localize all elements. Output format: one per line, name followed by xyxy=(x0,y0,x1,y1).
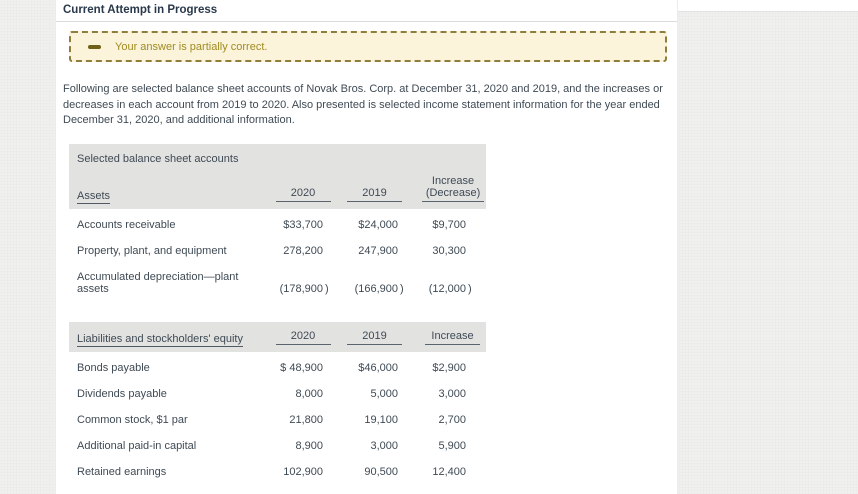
paren-2019 xyxy=(398,381,412,407)
value-2019: $46,000 xyxy=(358,361,398,374)
value-2020: $ 48,900 xyxy=(280,361,323,374)
col-2020-header: 2020 xyxy=(269,166,337,209)
paren-increase xyxy=(466,352,486,381)
value-2020: 8,000 xyxy=(295,387,323,400)
row-label: Dividends payable xyxy=(77,387,167,400)
dash-icon xyxy=(88,44,101,49)
value-increase: (12,000 xyxy=(428,282,466,295)
table-row: Additional paid-in capital 8,900 3,000 5… xyxy=(69,433,486,459)
row-label: Common stock, $1 par xyxy=(77,413,188,426)
row-label: Retained earnings xyxy=(77,465,167,478)
column-header-row: Assets 2020 2019 Increase (Decrease) xyxy=(69,166,487,209)
paren-2020 xyxy=(323,459,337,485)
paren-2019 xyxy=(398,407,412,433)
value-increase: 3,000 xyxy=(438,387,466,400)
value-2019: 5,000 xyxy=(370,387,398,400)
paren-increase xyxy=(466,238,486,264)
value-increase: $9,700 xyxy=(432,218,466,231)
value-2019: 247,900 xyxy=(358,244,398,257)
table-row: Accounts receivable $33,700 $24,000 $9,7… xyxy=(69,209,486,238)
assets-header: Assets xyxy=(69,166,269,209)
value-2019: (166,900 xyxy=(354,282,398,295)
paren-2019 xyxy=(398,352,412,381)
liabilities-header: Liabilities and stockholders' equity xyxy=(69,321,269,352)
alert-message: Your answer is partially correct. xyxy=(115,40,268,53)
value-increase: 30,300 xyxy=(432,244,466,257)
col-increase-header: Increase xyxy=(412,321,486,352)
table-row: Bonds payable $ 48,900 $46,000 $2,900 xyxy=(69,352,486,381)
row-label: Accounts receivable xyxy=(77,218,176,231)
table-caption-row: Selected balance sheet accounts xyxy=(69,143,487,167)
table-row: Accumulated depreciation—plant assets (1… xyxy=(69,264,486,302)
paren-2020 xyxy=(323,352,337,381)
paren-2019 xyxy=(398,238,412,264)
value-increase: $2,900 xyxy=(432,361,466,374)
paren-2020 xyxy=(323,407,337,433)
paren-2020 xyxy=(323,238,337,264)
value-increase: 5,900 xyxy=(438,439,466,452)
row-label: Bonds payable xyxy=(77,361,150,374)
value-increase: 12,400 xyxy=(432,465,466,478)
liabilities-equity-table: Liabilities and stockholders' equity 202… xyxy=(69,321,486,485)
table-row: Dividends payable 8,000 5,000 3,000 xyxy=(69,381,486,407)
paren-2019 xyxy=(398,433,412,459)
paren-2019 xyxy=(398,209,412,238)
value-2020: 8,900 xyxy=(295,439,323,452)
col-increase-decrease-header: Increase (Decrease) xyxy=(412,166,487,209)
paren-increase xyxy=(466,459,486,485)
col-2019-header: 2019 xyxy=(337,321,412,352)
paren-increase: ) xyxy=(468,282,472,295)
paren-increase xyxy=(466,381,486,407)
table-row: Retained earnings 102,900 90,500 12,400 xyxy=(69,459,486,485)
value-2019: $24,000 xyxy=(358,218,398,231)
column-header-row: Liabilities and stockholders' equity 202… xyxy=(69,321,486,352)
row-label: Accumulated depreciation—plant assets xyxy=(77,270,239,295)
content-panel: Current Attempt in Progress Your answer … xyxy=(55,0,678,494)
table-row: Property, plant, and equipment 278,200 2… xyxy=(69,238,486,264)
row-label: Property, plant, and equipment xyxy=(77,244,227,257)
table-caption: Selected balance sheet accounts xyxy=(69,143,487,167)
paren-increase xyxy=(466,209,486,238)
partial-correct-banner: Your answer is partially correct. xyxy=(69,31,667,62)
value-2020: 278,200 xyxy=(283,244,323,257)
paren-2020 xyxy=(323,381,337,407)
balance-sheet-assets-table: Selected balance sheet accounts Assets 2… xyxy=(69,143,487,302)
value-increase: 2,700 xyxy=(438,413,466,426)
paren-increase xyxy=(466,407,486,433)
value-2020: 21,800 xyxy=(289,413,323,426)
value-2019: 3,000 xyxy=(370,439,398,452)
col-2019-header: 2019 xyxy=(337,166,412,209)
paren-2019: ) xyxy=(400,282,404,295)
paren-increase xyxy=(466,433,486,459)
col-2020-header: 2020 xyxy=(269,321,337,352)
value-2020: $33,700 xyxy=(283,218,323,231)
paren-2020 xyxy=(323,209,337,238)
table-row: Common stock, $1 par 21,800 19,100 2,700 xyxy=(69,407,486,433)
page-title: Current Attempt in Progress xyxy=(56,0,677,22)
row-label: Additional paid-in capital xyxy=(77,439,197,452)
top-bar-right xyxy=(678,0,858,12)
paren-2020 xyxy=(323,433,337,459)
problem-intro: Following are selected balance sheet acc… xyxy=(63,83,663,126)
value-2020: 102,900 xyxy=(283,465,323,478)
value-2019: 19,100 xyxy=(364,413,398,426)
paren-2019 xyxy=(398,459,412,485)
value-2019: 90,500 xyxy=(364,465,398,478)
value-2020: (178,900 xyxy=(279,282,323,295)
paren-2020: ) xyxy=(325,282,329,295)
